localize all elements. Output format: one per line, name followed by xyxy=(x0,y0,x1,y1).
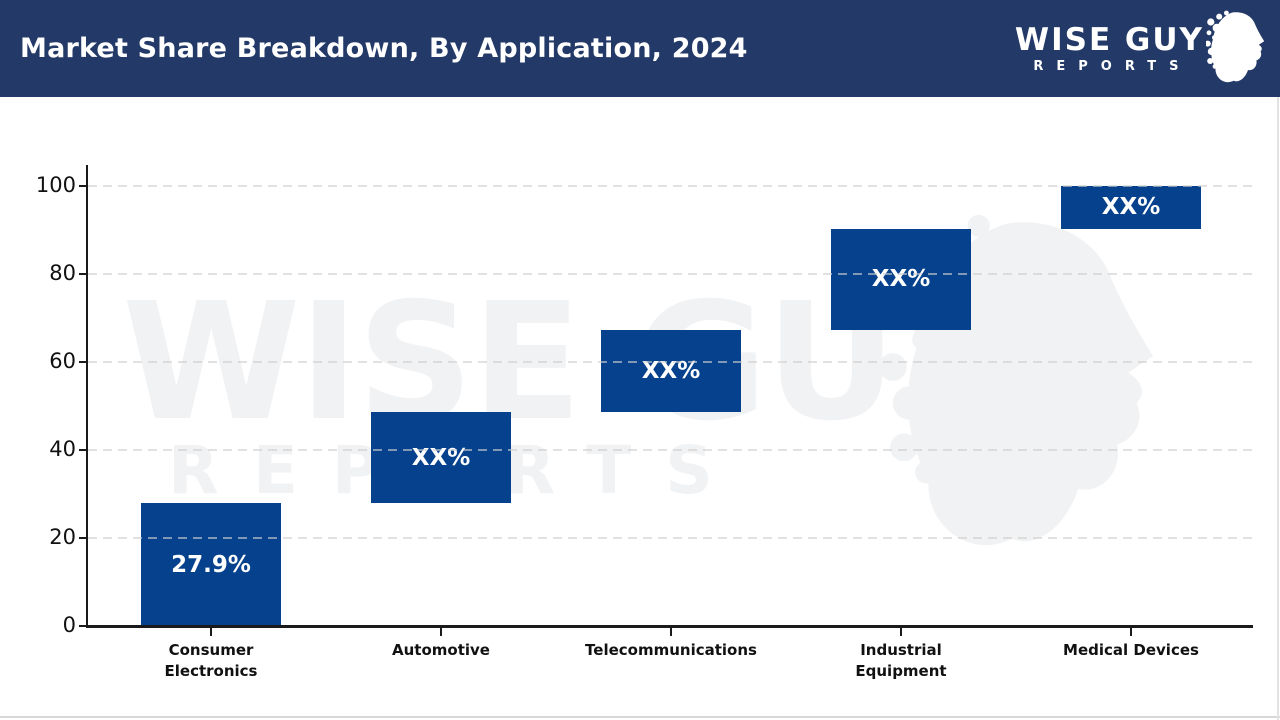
x-axis-label-0: Consumer Electronics xyxy=(164,641,258,680)
x-tick-3 xyxy=(900,628,902,636)
y-tick-20 xyxy=(79,537,87,539)
x-tick-4 xyxy=(1130,628,1132,636)
logo: WISE GUY REPORTS xyxy=(1015,7,1280,91)
figure-bottom-border xyxy=(0,716,1280,718)
bar-consumer-electronics: 27.9% xyxy=(141,503,281,626)
x-axis-label-2: Telecommunications xyxy=(585,641,757,659)
y-tick-label-0: 0 xyxy=(62,613,76,637)
logo-text: WISE GUY REPORTS xyxy=(1015,24,1204,74)
x-tick-1 xyxy=(440,628,442,636)
page-title: Market Share Breakdown, By Application, … xyxy=(20,33,748,64)
y-tick-100 xyxy=(79,185,87,187)
x-axis-label-3: Industrial Equipment xyxy=(855,641,947,680)
logo-wiseguy-label: WISE GUY xyxy=(1014,21,1204,58)
logo-reports-label: REPORTS xyxy=(1033,58,1192,74)
y-tick-label-100: 100 xyxy=(35,173,76,197)
gridline-100 xyxy=(88,185,1253,187)
y-tick-label-20: 20 xyxy=(49,525,76,549)
figure-right-border xyxy=(1277,97,1279,720)
bar-value-label: 27.9% xyxy=(171,551,251,578)
y-tick-80 xyxy=(79,273,87,275)
y-tick-0 xyxy=(79,625,87,627)
x-axis-label-1: Automotive xyxy=(392,641,490,659)
watermark-face xyxy=(879,214,1154,546)
y-tick-label-40: 40 xyxy=(49,437,76,461)
watermark-subtext: REPORTS xyxy=(168,432,747,509)
y-tick-40 xyxy=(79,449,87,451)
x-tick-2 xyxy=(670,628,672,636)
y-tick-60 xyxy=(79,361,87,363)
y-axis-spine xyxy=(86,165,88,628)
x-tick-0 xyxy=(210,628,212,636)
logo-head-icon xyxy=(1206,10,1265,82)
x-axis-spine xyxy=(86,625,1253,628)
y-tick-label-60: 60 xyxy=(49,349,76,373)
y-tick-label-80: 80 xyxy=(49,261,76,285)
header: Market Share Breakdown, By Application, … xyxy=(0,0,1280,97)
x-axis-label-4: Medical Devices xyxy=(1063,641,1199,659)
